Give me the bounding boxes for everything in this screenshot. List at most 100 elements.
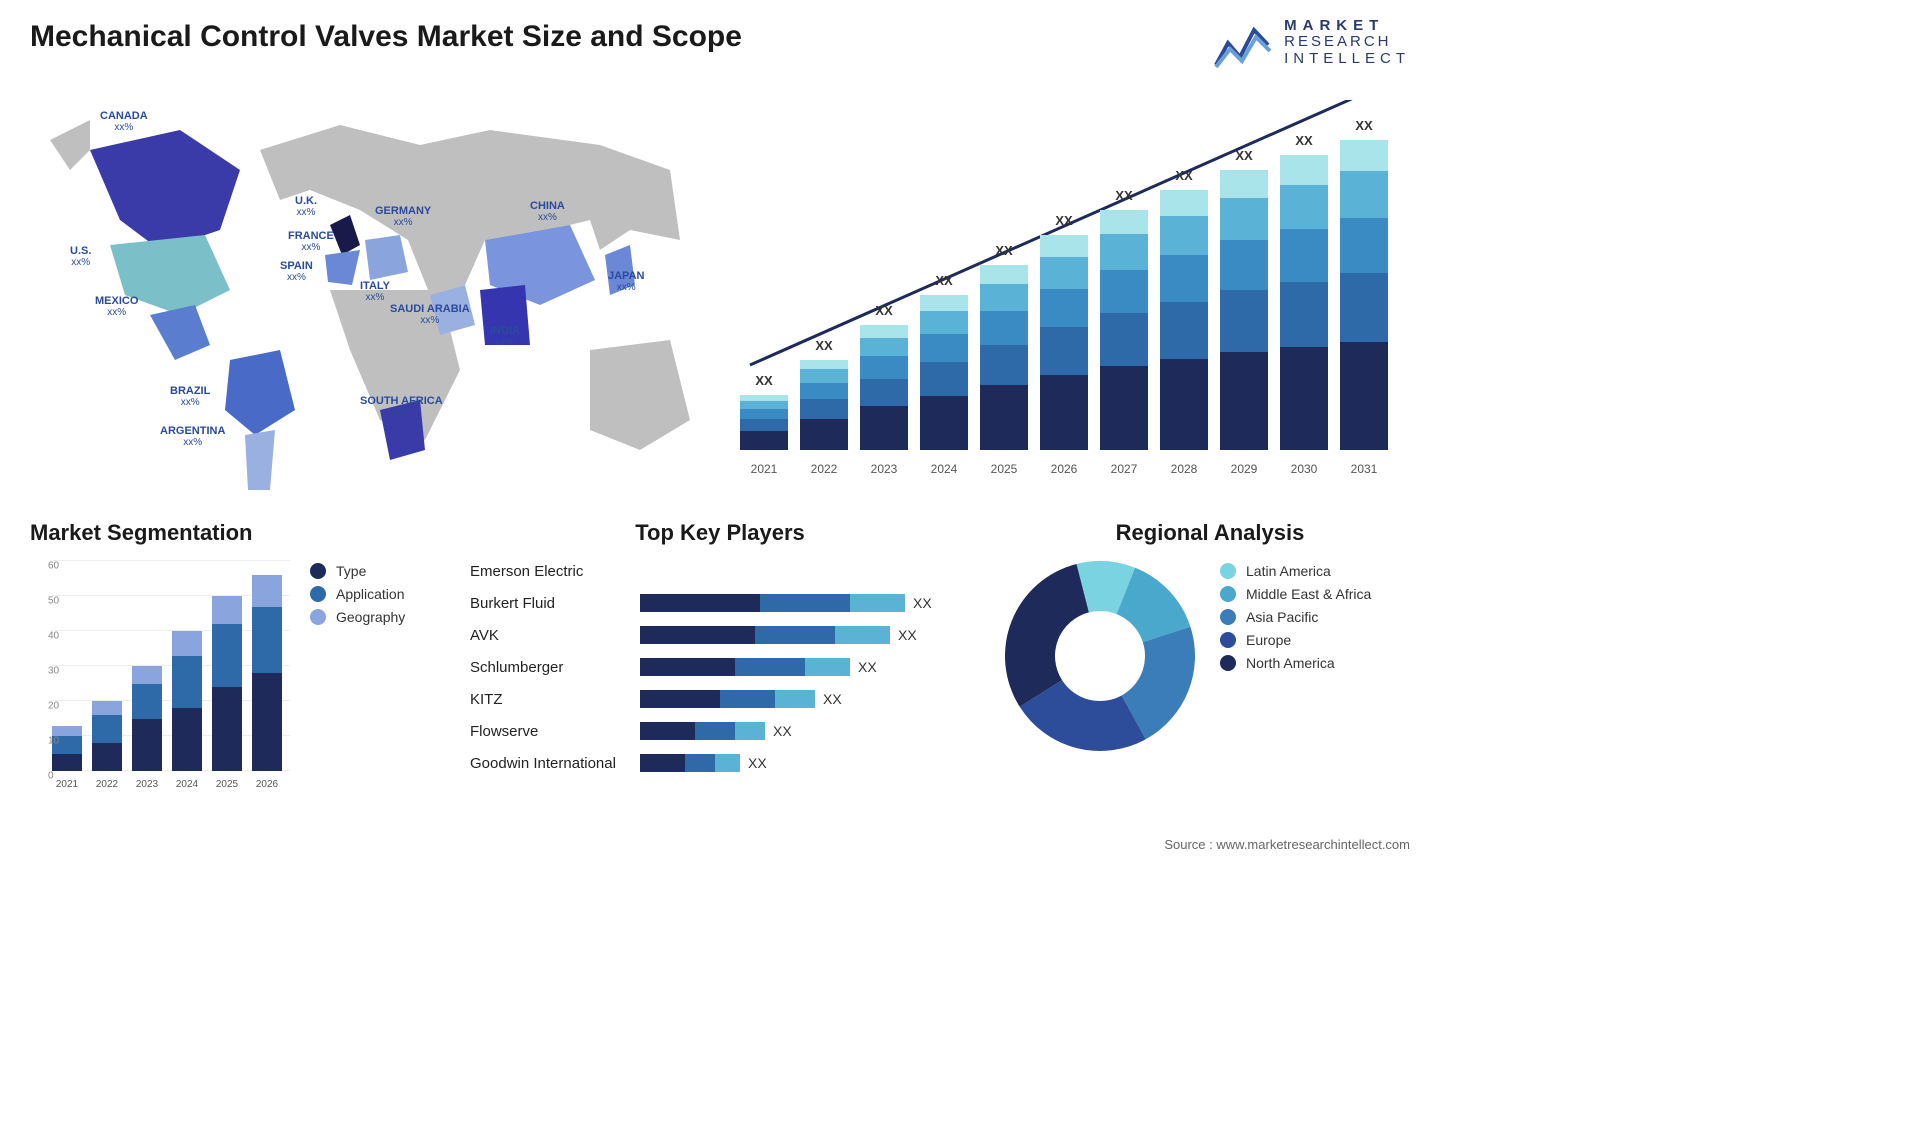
growth-bar-value: XX	[1235, 148, 1252, 163]
player-bar	[640, 626, 890, 644]
seg-bar-2025	[212, 596, 242, 771]
players-heading: Top Key Players	[470, 520, 970, 546]
growth-bar-value: XX	[1355, 118, 1372, 133]
player-row: KITZ XX	[470, 684, 970, 714]
player-row: Burkert Fluid XX	[470, 588, 970, 618]
player-bar	[640, 690, 815, 708]
brand-logo: MARKET RESEARCH INTELLECT	[1214, 15, 1410, 70]
growth-xlabel: 2030	[1291, 462, 1318, 476]
player-name: Goodwin International	[470, 755, 640, 772]
growth-bar-2030: XX	[1280, 155, 1328, 450]
growth-bar-2021: XX	[740, 395, 788, 450]
growth-bar-2023: XX	[860, 325, 908, 450]
player-bar	[640, 594, 905, 612]
growth-xlabel: 2022	[811, 462, 838, 476]
regional-legend-item: Latin America	[1220, 563, 1371, 579]
seg-bar-2026	[252, 575, 282, 771]
growth-bar-value: XX	[935, 273, 952, 288]
player-bar	[640, 754, 740, 772]
seg-ytick: 0	[48, 771, 58, 782]
seg-ytick: 20	[48, 701, 63, 712]
segmentation-heading: Market Segmentation	[30, 520, 430, 546]
seg-xlabel: 2021	[56, 779, 78, 790]
player-value: XX	[898, 627, 917, 643]
growth-bar-chart: XXXXXXXXXXXXXXXXXXXXXX 20212022202320242…	[740, 100, 1410, 480]
growth-xlabel: 2026	[1051, 462, 1078, 476]
top-key-players-section: Top Key Players Emerson Electric Burkert …	[470, 520, 970, 780]
growth-bar-value: XX	[1115, 188, 1132, 203]
player-row: Flowserve XX	[470, 716, 970, 746]
growth-xlabel: 2028	[1171, 462, 1198, 476]
map-label-u-s-: U.S.xx%	[70, 245, 91, 268]
regional-heading: Regional Analysis	[1000, 520, 1420, 546]
growth-bar-2028: XX	[1160, 190, 1208, 450]
seg-bar-2024	[172, 631, 202, 771]
growth-bar-value: XX	[1175, 168, 1192, 183]
growth-bar-value: XX	[1055, 213, 1072, 228]
growth-bar-value: XX	[995, 243, 1012, 258]
player-name: KITZ	[470, 691, 640, 708]
growth-bar-2024: XX	[920, 295, 968, 450]
seg-xlabel: 2023	[136, 779, 158, 790]
regional-legend: Latin AmericaMiddle East & AfricaAsia Pa…	[1220, 556, 1371, 678]
growth-bar-2031: XX	[1340, 140, 1388, 450]
player-value: XX	[913, 595, 932, 611]
growth-bar-value: XX	[1295, 133, 1312, 148]
seg-bar-2023	[132, 666, 162, 771]
logo-line3: INTELLECT	[1284, 51, 1410, 68]
seg-ytick: 60	[48, 561, 63, 572]
regional-legend-item: North America	[1220, 655, 1371, 671]
player-value: XX	[773, 723, 792, 739]
player-value: XX	[823, 691, 842, 707]
logo-icon	[1214, 15, 1274, 70]
growth-bar-value: XX	[755, 373, 772, 388]
growth-bar-2027: XX	[1100, 210, 1148, 450]
player-name: Emerson Electric	[470, 563, 640, 580]
map-label-brazil: BRAZILxx%	[170, 385, 210, 408]
map-label-india: INDIAxx%	[490, 325, 520, 348]
seg-legend-item: Application	[310, 586, 405, 602]
growth-xlabel: 2025	[991, 462, 1018, 476]
map-label-germany: GERMANYxx%	[375, 205, 431, 228]
player-name: Burkert Fluid	[470, 595, 640, 612]
regional-donut-chart	[1000, 556, 1200, 756]
map-label-france: FRANCExx%	[288, 230, 334, 253]
player-row: AVKXX	[470, 620, 970, 650]
seg-xlabel: 2024	[176, 779, 198, 790]
growth-bar-2022: XX	[800, 360, 848, 450]
market-segmentation-section: Market Segmentation 20212022202320242025…	[30, 520, 430, 796]
growth-xlabel: 2029	[1231, 462, 1258, 476]
page-title: Mechanical Control Valves Market Size an…	[30, 20, 742, 54]
seg-ytick: 10	[48, 736, 63, 747]
regional-legend-item: Asia Pacific	[1220, 609, 1371, 625]
growth-xlabel: 2024	[931, 462, 958, 476]
map-label-argentina: ARGENTINAxx%	[160, 425, 225, 448]
map-label-china: CHINAxx%	[530, 200, 565, 223]
growth-xlabel: 2021	[751, 462, 778, 476]
player-value: XX	[858, 659, 877, 675]
map-label-south-africa: SOUTH AFRICAxx%	[360, 395, 443, 418]
logo-line1: MARKET	[1284, 18, 1410, 35]
seg-legend-item: Type	[310, 563, 405, 579]
growth-xlabel: 2031	[1351, 462, 1378, 476]
seg-bar-2022	[92, 701, 122, 771]
growth-bar-2029: XX	[1220, 170, 1268, 450]
map-label-mexico: MEXICOxx%	[95, 295, 138, 318]
growth-bar-2026: XX	[1040, 235, 1088, 450]
player-name: Flowserve	[470, 723, 640, 740]
map-label-u-k-: U.K.xx%	[295, 195, 317, 218]
player-row: Schlumberger XX	[470, 652, 970, 682]
regional-legend-item: Europe	[1220, 632, 1371, 648]
world-map: CANADAxx%U.S.xx%MEXICOxx%BRAZILxx%ARGENT…	[30, 90, 710, 500]
donut-slice	[1005, 564, 1089, 707]
player-name: Schlumberger	[470, 659, 640, 676]
player-row: Emerson Electric	[470, 556, 970, 586]
map-label-italy: ITALYxx%	[360, 280, 390, 303]
regional-analysis-section: Regional Analysis Latin AmericaMiddle Ea…	[1000, 520, 1420, 756]
map-label-saudi-arabia: SAUDI ARABIAxx%	[390, 303, 470, 326]
source-attribution: Source : www.marketresearchintellect.com	[1164, 837, 1410, 852]
growth-bar-value: XX	[815, 338, 832, 353]
segmentation-legend: TypeApplicationGeography	[310, 556, 405, 632]
growth-xlabel: 2027	[1111, 462, 1138, 476]
growth-bar-value: XX	[875, 303, 892, 318]
